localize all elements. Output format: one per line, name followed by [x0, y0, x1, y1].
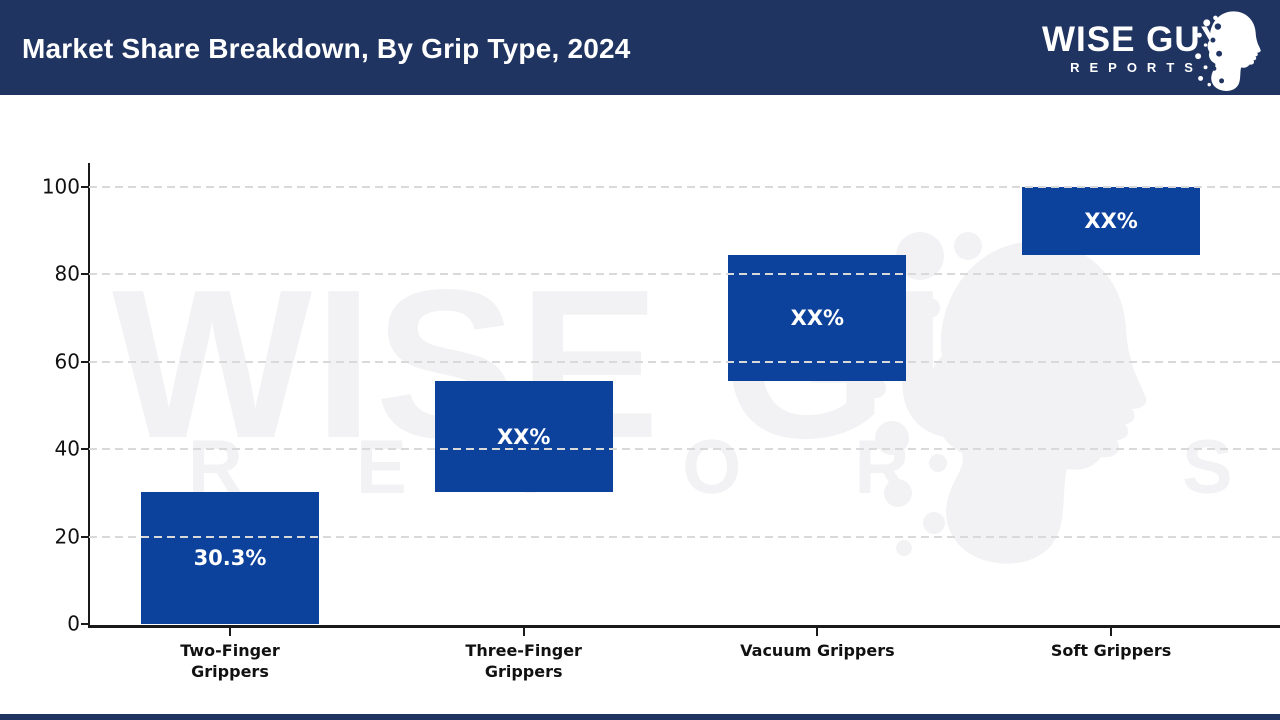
logo-reports-text: REPORTS — [1070, 60, 1203, 75]
y-tick-mark — [81, 623, 88, 625]
y-tick-label: 80 — [54, 261, 80, 286]
y-tick-mark — [81, 448, 88, 451]
x-tick-mark — [522, 628, 525, 636]
bar-value-label: XX% — [790, 306, 845, 331]
y-tick-label: 60 — [54, 349, 80, 374]
y-tick-mark — [81, 535, 88, 538]
brand-logo: WISE GUY REPORTS — [1012, 6, 1262, 91]
y-tick-label: 0 — [67, 611, 80, 636]
watermark-head-icon — [868, 232, 1147, 564]
header-band: Market Share Breakdown, By Grip Type, 20… — [0, 0, 1280, 95]
x-category-label: Vacuum Grippers — [740, 641, 895, 660]
x-category-label: Soft Grippers — [1050, 641, 1172, 660]
bar-1 — [141, 491, 319, 624]
gridline-y80 — [89, 273, 1280, 276]
gridline-y20 — [89, 535, 1280, 538]
bar-value-label: XX% — [496, 424, 551, 449]
bar-value-label: 30.3% — [193, 545, 267, 570]
x-tick-mark — [1110, 628, 1113, 636]
x-category-label: Three-Finger Grippers — [465, 641, 582, 681]
y-tick-mark — [81, 360, 88, 363]
x-axis-spine — [88, 625, 1280, 628]
logo-head-icon — [1195, 11, 1261, 91]
bar-2 — [434, 381, 613, 492]
logo-wiseguy-text: WISE GUY — [1042, 20, 1226, 59]
bar-value-label: XX% — [1084, 208, 1138, 233]
y-tick-label: 100 — [41, 174, 80, 199]
y-tick-mark — [81, 186, 88, 188]
bar-3 — [728, 254, 907, 382]
x-tick-mark — [816, 628, 819, 636]
x-tick-mark — [229, 628, 231, 636]
y-tick-mark — [81, 273, 88, 276]
chart-title: Market Share Breakdown, By Grip Type, 20… — [22, 33, 631, 64]
y-axis-spine — [88, 163, 90, 627]
footer-band — [0, 714, 1280, 720]
y-tick-label: 40 — [54, 436, 80, 461]
y-tick-label: 20 — [54, 524, 80, 549]
gridline-y60 — [89, 360, 1280, 363]
x-category-label: Two-Finger Grippers — [180, 641, 280, 681]
gridline-y100 — [89, 186, 1280, 188]
bar-4 — [1022, 187, 1201, 255]
gridline-y40 — [89, 448, 1280, 451]
